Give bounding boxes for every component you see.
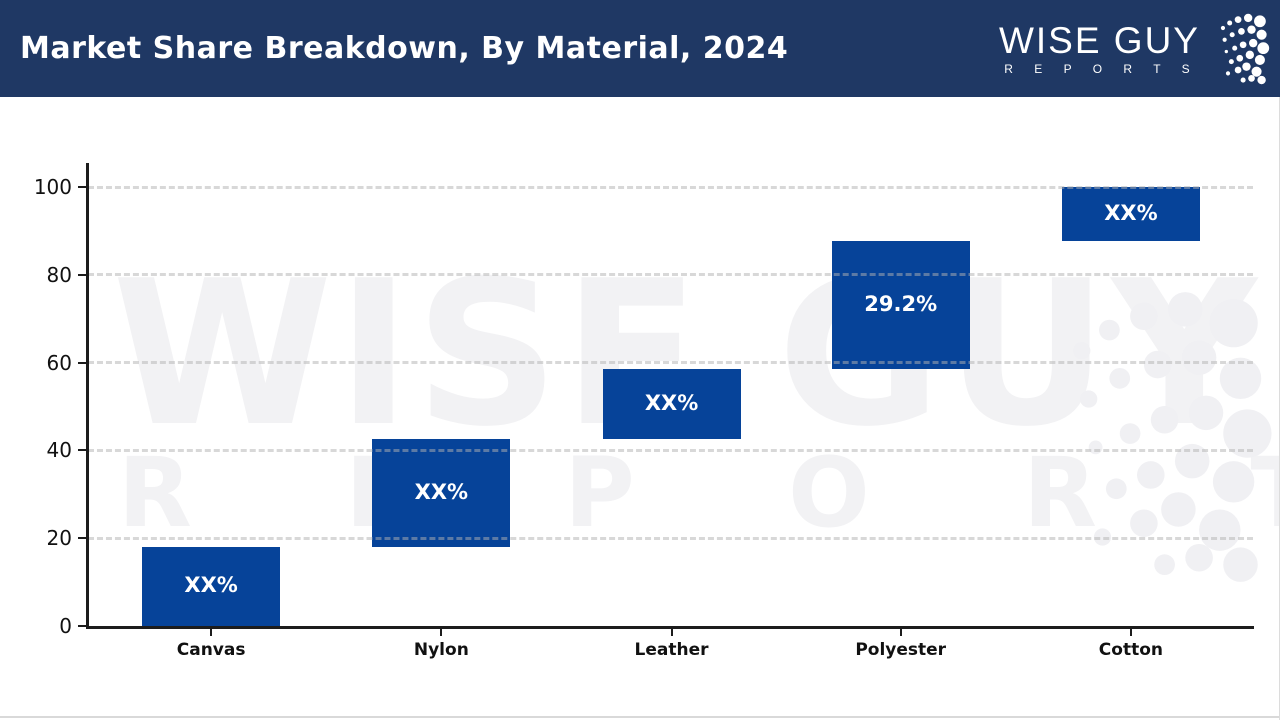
x-tick-mark-cotton — [1129, 628, 1132, 636]
x-tick-label-canvas: Canvas — [176, 640, 246, 660]
x-tick-label-cotton: Cotton — [1098, 640, 1163, 660]
gridline-100 — [88, 185, 1253, 189]
watermark-reports: R E P O R T S — [118, 437, 1280, 549]
y-tick-label-0: 0 — [59, 614, 72, 638]
watermark-dotted-head — [1073, 292, 1272, 582]
y-tick-mark-0 — [78, 625, 86, 627]
y-tick-mark-40 — [78, 449, 86, 452]
gridline-20 — [88, 536, 1253, 540]
bottom-hairline — [0, 716, 1280, 718]
x-tick-mark-canvas — [210, 628, 213, 636]
bar-label-leather: XX% — [644, 391, 699, 416]
x-tick-label-polyester: Polyester — [855, 640, 947, 660]
y-tick-label-80: 80 — [46, 262, 72, 287]
bar-cotton — [1061, 187, 1200, 241]
bar-polyester — [831, 240, 970, 370]
y-tick-label-60: 60 — [46, 350, 72, 375]
bar-canvas — [142, 546, 281, 626]
logo-reports-text: R E P O R T S — [1004, 61, 1199, 76]
wise-guy-reports-logo: WISE GUY R E P O R T S — [999, 9, 1280, 89]
header-bar: Market Share Breakdown, By Material, 202… — [0, 0, 1280, 97]
y-tick-mark-20 — [78, 537, 86, 540]
y-tick-mark-60 — [78, 361, 86, 364]
bar-leather — [602, 369, 741, 440]
bar-label-cotton: XX% — [1104, 200, 1158, 225]
gridline-60 — [88, 361, 1253, 365]
y-tick-mark-80 — [78, 273, 86, 276]
gridline-40 — [88, 448, 1253, 452]
plot-area: XX% XX% XX% 29.2% XX% — [88, 163, 1253, 626]
bar-label-polyester: 29.2% — [864, 292, 938, 317]
y-tick-label-40: 40 — [46, 438, 72, 463]
logo-wiseguy-text: WISE GUY — [998, 19, 1200, 61]
x-tick-mark-nylon — [440, 628, 443, 636]
logo-text: WISE GUY R E P O R T S — [999, 22, 1200, 76]
x-axis-line — [86, 626, 1254, 629]
chart-area: WISE GUY R E P O R T S XX%XX%XX%29.2%XX%… — [0, 97, 1280, 717]
x-tick-mark-leather — [670, 628, 673, 636]
gridline-80 — [88, 273, 1253, 277]
bar-nylon — [372, 439, 511, 547]
y-tick-label-20: 20 — [46, 526, 72, 551]
bar-label-canvas: XX% — [184, 573, 238, 598]
x-tick-label-nylon: Nylon — [413, 640, 469, 660]
y-axis-line — [86, 163, 89, 628]
x-tick-mark-polyester — [899, 628, 902, 636]
bar-label-nylon: XX% — [414, 480, 469, 505]
page-title: Market Share Breakdown, By Material, 202… — [20, 31, 789, 66]
dotted-head-icon — [1220, 13, 1270, 84]
x-tick-label-leather: Leather — [634, 640, 709, 660]
y-tick-mark-100 — [78, 186, 86, 188]
y-tick-label-100: 100 — [33, 175, 72, 199]
